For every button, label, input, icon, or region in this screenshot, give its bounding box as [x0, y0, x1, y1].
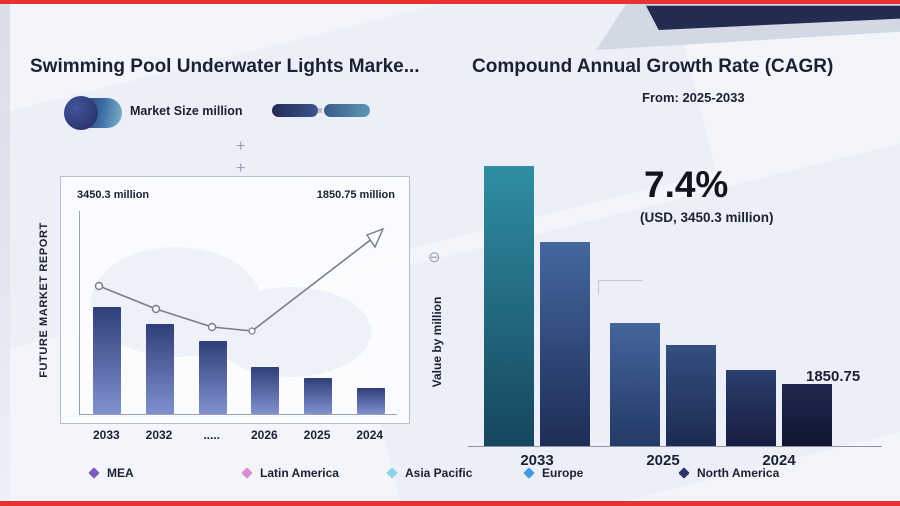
left-bar-slot	[292, 207, 345, 414]
bottom-red-border	[0, 501, 900, 506]
legend-item-asia-pacific: Asia Pacific	[386, 466, 473, 480]
left-chart-bar	[251, 367, 280, 414]
diamond-icon	[88, 467, 100, 479]
right-axis-line	[468, 446, 882, 447]
right-chart-bar	[484, 166, 534, 446]
left-chart-bar	[93, 307, 122, 414]
page-title: Swimming Pool Underwater Lights Marke...	[30, 56, 420, 77]
diamond-icon	[241, 467, 253, 479]
right-chart-bar	[782, 384, 832, 446]
left-chart-x-label: .....	[203, 428, 221, 442]
right-chart-bar	[726, 370, 776, 446]
cagr-title: Compound Annual Growth Rate (CAGR)	[472, 56, 834, 77]
pill-connector-icon	[318, 108, 322, 113]
legend-label: Latin America	[260, 466, 339, 480]
left-chart-bar	[146, 324, 174, 414]
plus-icon: +	[236, 138, 246, 155]
left-chart-x-label: 2032	[145, 428, 173, 442]
cagr-detail: (USD, 3450.3 million)	[640, 210, 774, 225]
gradient-pill-icon	[324, 104, 370, 117]
legend-label: North America	[697, 466, 780, 480]
step-line-decor	[598, 280, 643, 295]
top-red-border	[0, 0, 900, 4]
left-bar-slot	[186, 207, 239, 414]
left-chart-xticks: 2033 2032..... 2026 2025 2024	[80, 428, 396, 442]
left-chart-x-label: 2025	[303, 428, 331, 442]
diamond-icon	[678, 467, 690, 479]
annotation-top-left: 3450.3 million	[77, 189, 150, 201]
right-chart	[478, 166, 858, 446]
value-annotation: 1850.75	[806, 368, 861, 385]
x-axis-line	[79, 414, 397, 415]
legend-label: MEA	[107, 466, 134, 480]
left-chart-bar	[356, 388, 385, 414]
left-chart-x-label: 2026	[251, 428, 278, 442]
left-bar-slot	[344, 207, 397, 414]
market-size-legend-label: Market Size million	[130, 104, 243, 118]
future-market-report-watermark: FUTURE MARKET REPORT	[38, 222, 50, 378]
right-bar-group	[726, 370, 832, 446]
left-bar-slot	[81, 207, 134, 414]
legend-item-mea: MEA	[88, 466, 134, 480]
cagr-period-label: From: 2025-2033	[642, 90, 745, 105]
left-chart-x-label: 2024	[356, 428, 384, 442]
left-chart-bar	[198, 341, 227, 414]
right-chart-x-label: 2024	[762, 452, 796, 469]
legend-item-europe: Europe	[523, 466, 584, 480]
right-chart-x-label: 2025	[646, 452, 680, 469]
right-bar-group	[484, 166, 590, 446]
left-chart-x-label: 2033	[92, 428, 120, 442]
value-axis-label: Value by million	[430, 296, 444, 388]
diamond-icon	[523, 467, 535, 479]
market-size-cylinder-icon	[64, 96, 124, 130]
left-bar-slot	[239, 207, 292, 414]
left-edge-shade	[0, 0, 10, 506]
left-chart-bar	[304, 378, 333, 414]
left-bar-slot	[134, 207, 187, 414]
annotation-top-right: 1850.75 million	[316, 189, 395, 201]
right-chart-x-label: 2033	[520, 452, 554, 469]
diamond-icon	[386, 467, 398, 479]
left-chart-bars	[81, 207, 397, 414]
y-axis-line	[79, 211, 80, 414]
plus-icon: +	[236, 160, 246, 177]
cagr-value: 7.4%	[644, 164, 729, 205]
legend-item-north-america: North America	[678, 466, 780, 480]
legend-label: Asia Pacific	[405, 466, 473, 480]
right-bar-group	[610, 323, 716, 446]
gradient-pill-icon	[272, 104, 318, 117]
right-chart-bar	[666, 345, 716, 446]
legend-label: Europe	[542, 466, 584, 480]
right-chart-bar	[610, 323, 660, 446]
legend-item-latin-america: Latin America	[241, 466, 339, 480]
region-legend: MEA Latin America Asia Pacific Europe No…	[0, 466, 900, 496]
cylinder-sphere	[64, 96, 98, 130]
market-size-panel: 3450.3 million 1850.75 million	[60, 176, 410, 424]
circle-minus-icon: ⊖	[428, 249, 441, 266]
right-chart-bar	[540, 242, 590, 446]
